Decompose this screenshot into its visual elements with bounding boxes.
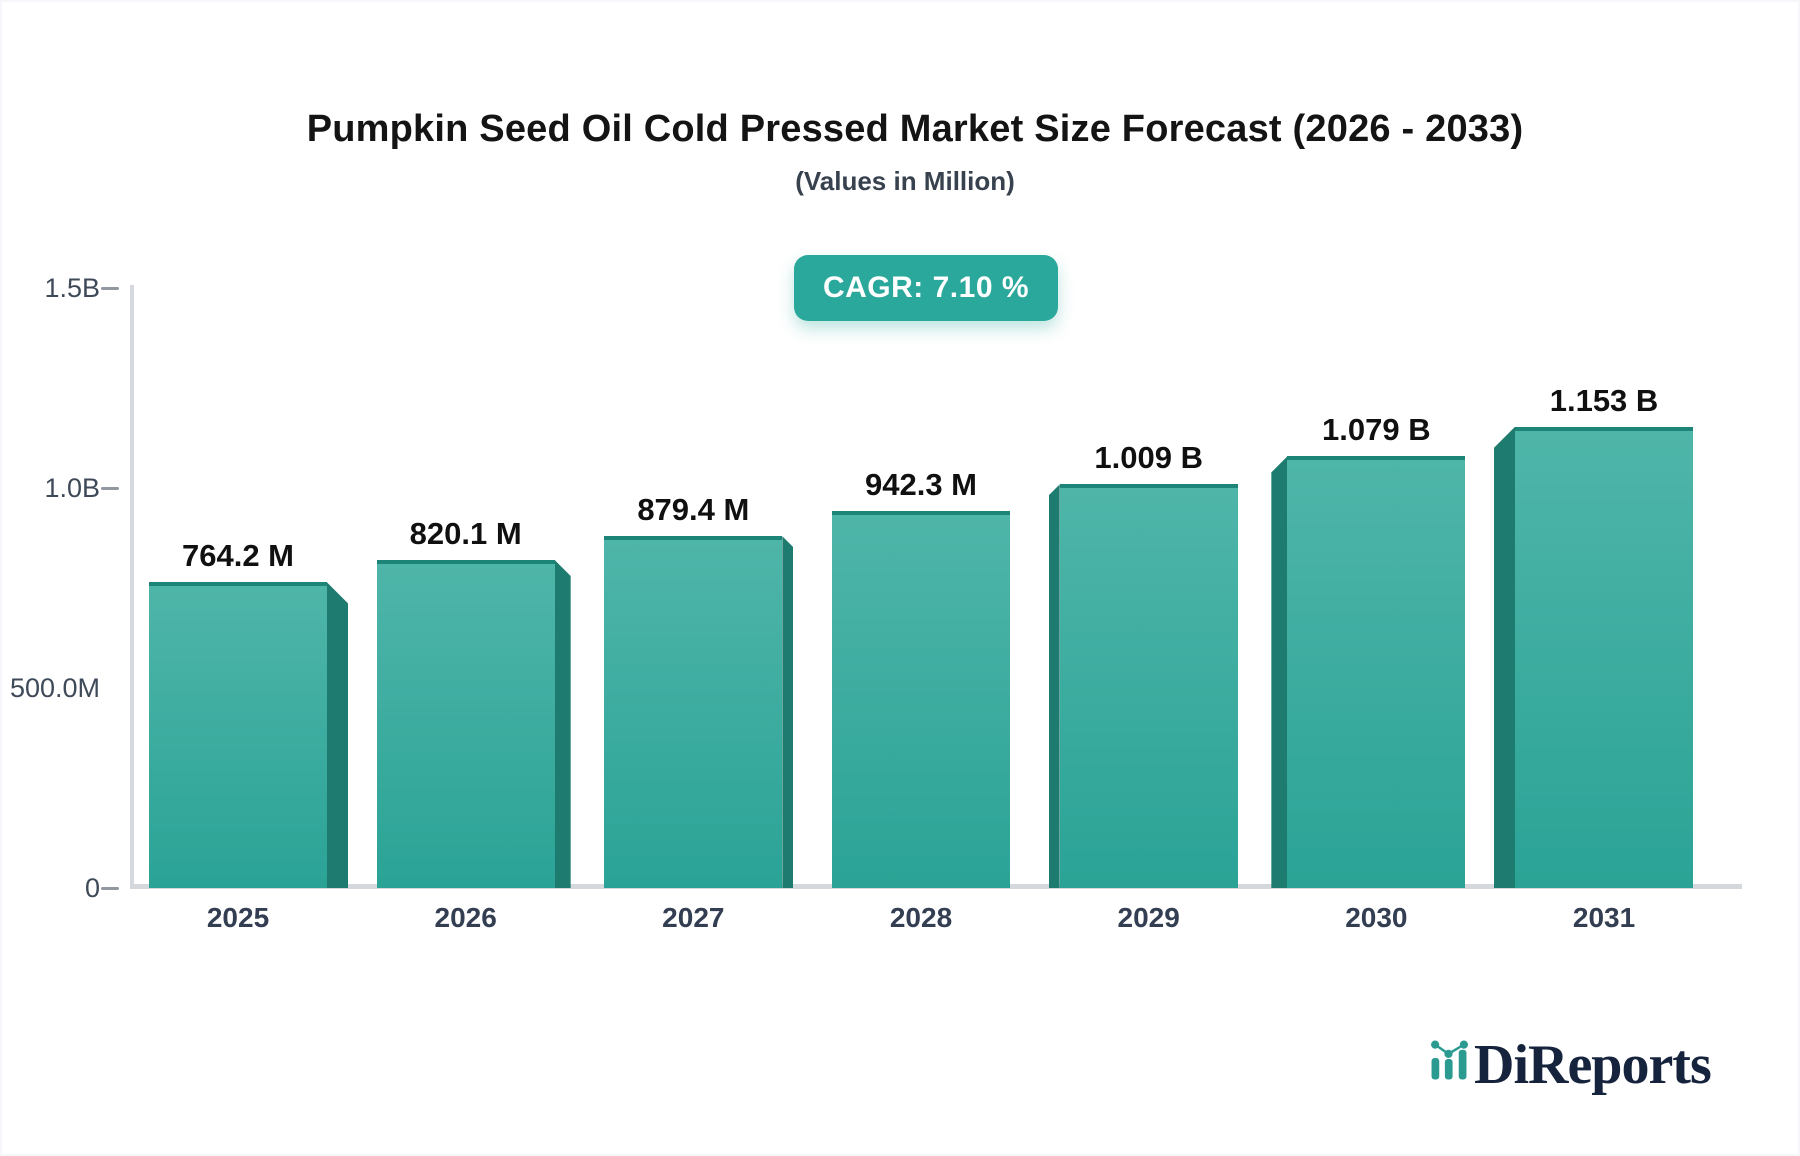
brand-logo: DiReports — [1430, 1034, 1712, 1096]
logo-text: DiReports — [1474, 1034, 1712, 1096]
x-axis-label: 2030 — [1345, 902, 1408, 933]
bar-side-face — [1271, 456, 1288, 888]
x-axis-label: 2029 — [1117, 902, 1180, 933]
bar-side-face — [554, 559, 571, 888]
bar-2029 — [1059, 484, 1238, 888]
y-axis-label: 1.0B — [44, 473, 100, 503]
bar-2025 — [149, 582, 327, 888]
y-axis-label: 0 — [84, 873, 100, 903]
chart-subtitle: (Values in Million) — [795, 166, 1015, 196]
bar-value-label: 764.2 M — [181, 538, 295, 574]
bar-2030 — [1287, 456, 1466, 888]
bar-side-face — [1048, 484, 1060, 888]
x-axis-label: 2031 — [1572, 902, 1636, 933]
y-axis-label: 1.5B — [44, 273, 100, 303]
bar-side-face — [782, 536, 794, 888]
bar-2028 — [832, 511, 1010, 888]
bar-side-face — [327, 582, 348, 888]
x-axis-label: 2025 — [206, 902, 270, 933]
y-axis-tick — [101, 287, 119, 290]
cagr-badge: CAGR: 7.10 % — [794, 255, 1058, 321]
x-axis-label: 2028 — [889, 902, 953, 933]
bar-value-label: 879.4 M — [637, 492, 750, 528]
logo-icon — [1431, 1040, 1468, 1080]
y-axis-label: 500.0M — [9, 673, 100, 703]
y-axis-tick — [101, 487, 119, 490]
bar-2031 — [1515, 426, 1694, 888]
x-axis-label: 2026 — [434, 902, 497, 933]
bar-2026 — [376, 559, 555, 888]
x-axis-label: 2027 — [662, 902, 725, 933]
chart-title: Pumpkin Seed Oil Cold Pressed Market Siz… — [306, 108, 1524, 150]
bar-value-label: 1.009 B — [1094, 440, 1203, 476]
bar-2027 — [604, 536, 783, 888]
y-axis-line — [130, 285, 134, 888]
bar-value-label: 1.153 B — [1549, 382, 1659, 418]
bar-value-label: 820.1 M — [409, 515, 522, 551]
bar-value-label: 1.079 B — [1322, 412, 1431, 448]
bar-side-face — [1494, 426, 1516, 888]
y-axis-tick — [101, 887, 119, 890]
bar-value-label: 942.3 M — [864, 467, 978, 503]
